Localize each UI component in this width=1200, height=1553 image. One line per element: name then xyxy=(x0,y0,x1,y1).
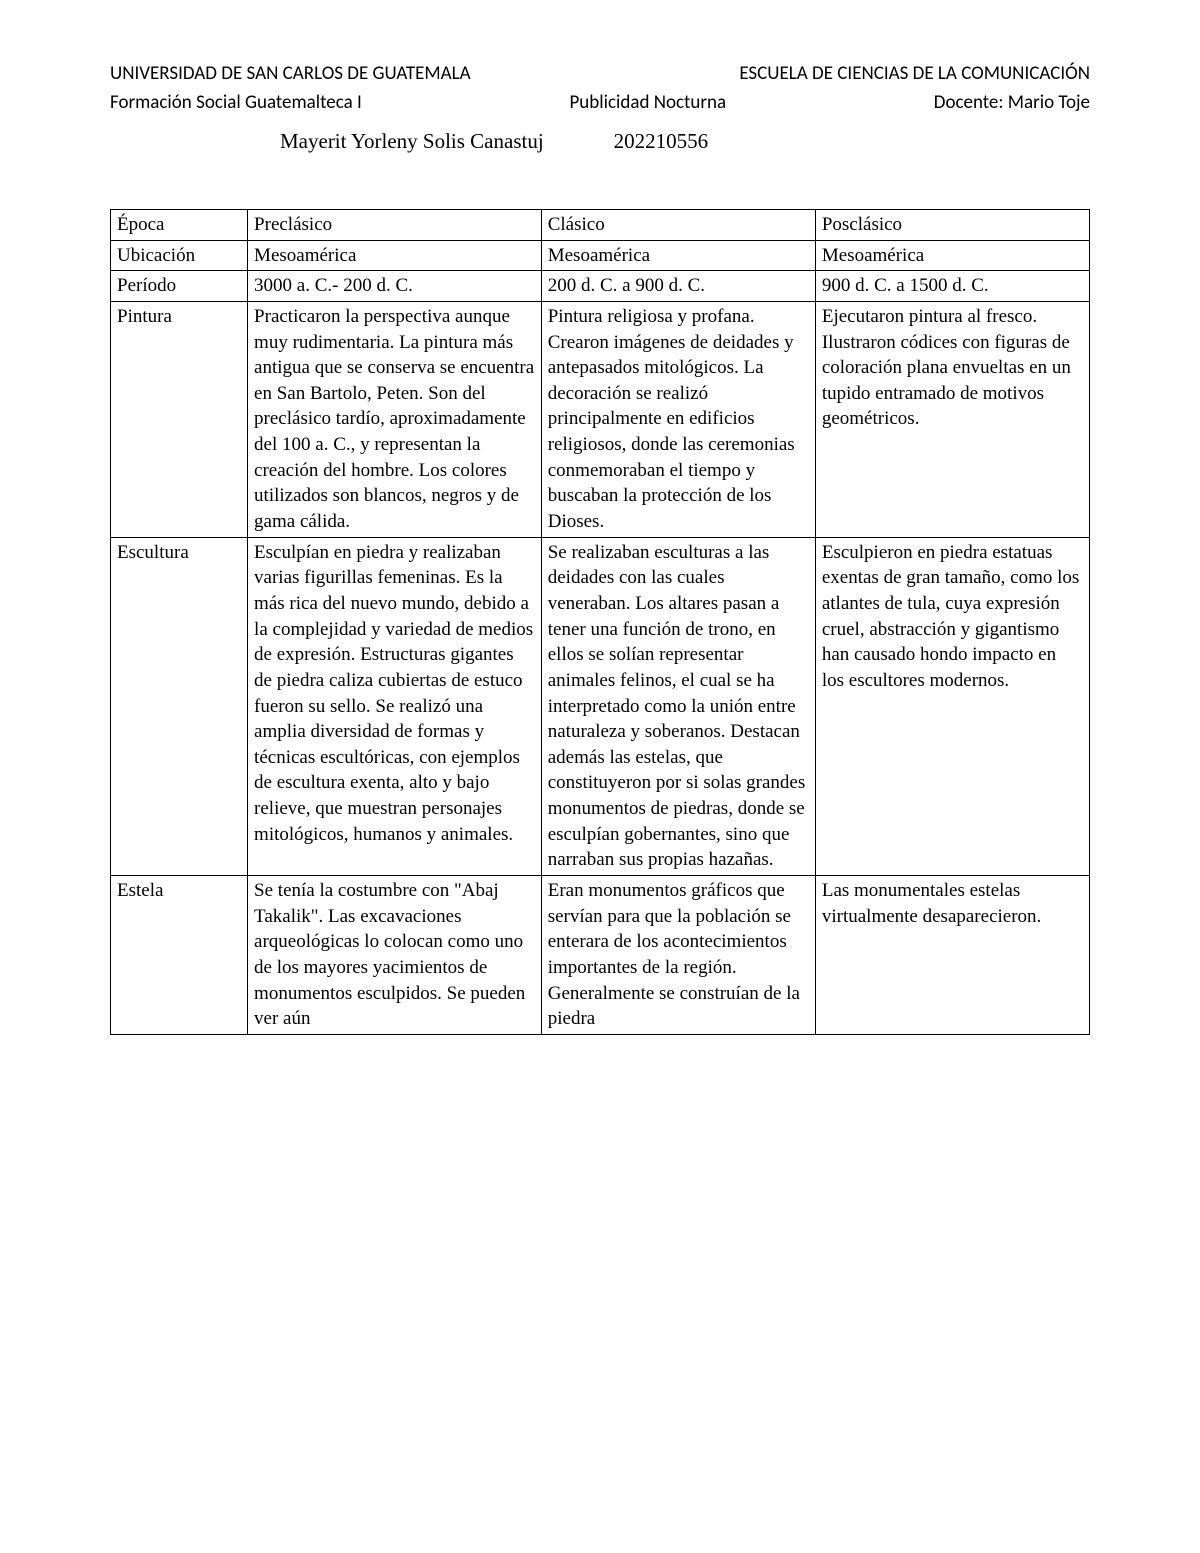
table-row: EstelaSe tenía la costumbre con "Abaj Ta… xyxy=(111,876,1090,1035)
cell-content: Practicaron la perspectiva aunque muy ru… xyxy=(248,301,542,537)
comparison-table: ÉpocaPreclásicoClásicoPosclásicoUbicació… xyxy=(110,209,1090,1035)
table-row: Período3000 a. C.- 200 d. C.200 d. C. a … xyxy=(111,271,1090,302)
cell-content: Pintura religiosa y profana. Crearon imá… xyxy=(541,301,815,537)
cell-content: Esculpieron en piedra estatuas exentas d… xyxy=(815,537,1089,875)
course-name: Formación Social Guatemalteca I xyxy=(110,89,362,118)
cell-content: 200 d. C. a 900 d. C. xyxy=(541,271,815,302)
cell-content: Posclásico xyxy=(815,210,1089,241)
table-row: ÉpocaPreclásicoClásicoPosclásico xyxy=(111,210,1090,241)
cell-content: Preclásico xyxy=(248,210,542,241)
cell-content: Eran monumentos gráficos que servían par… xyxy=(541,876,815,1035)
cell-content: Se realizaban esculturas a las deidades … xyxy=(541,537,815,875)
row-label: Ubicación xyxy=(111,240,248,271)
row-label: Escultura xyxy=(111,537,248,875)
cell-content: 900 d. C. a 1500 d. C. xyxy=(815,271,1089,302)
author-name: Mayerit Yorleny Solis Canastuj xyxy=(280,129,544,154)
row-label: Pintura xyxy=(111,301,248,537)
school-name: ESCUELA DE CIENCIAS DE LA COMUNICACIÓN xyxy=(739,60,1090,89)
header-row-1: UNIVERSIDAD DE SAN CARLOS DE GUATEMALA E… xyxy=(110,60,1090,89)
cell-content: Mesoamérica xyxy=(815,240,1089,271)
cell-content: Ejecutaron pintura al fresco. Ilustraron… xyxy=(815,301,1089,537)
author-line: Mayerit Yorleny Solis Canastuj 202210556 xyxy=(110,129,1090,154)
table-row: PinturaPracticaron la perspectiva aunque… xyxy=(111,301,1090,537)
table-row: UbicaciónMesoaméricaMesoaméricaMesoaméri… xyxy=(111,240,1090,271)
university-name: UNIVERSIDAD DE SAN CARLOS DE GUATEMALA xyxy=(110,60,471,89)
header-row-2: Formación Social Guatemalteca I Publicid… xyxy=(110,89,1090,118)
cell-content: Mesoamérica xyxy=(541,240,815,271)
row-label: Período xyxy=(111,271,248,302)
cell-content: Las monumentales estelas virtualmente de… xyxy=(815,876,1089,1035)
cell-content: Se tenía la costumbre con "Abaj Takalik"… xyxy=(248,876,542,1035)
section-name: Publicidad Nocturna xyxy=(362,89,934,118)
row-label: Época xyxy=(111,210,248,241)
cell-content: Clásico xyxy=(541,210,815,241)
cell-content: 3000 a. C.- 200 d. C. xyxy=(248,271,542,302)
table-row: EsculturaEsculpían en piedra y realizaba… xyxy=(111,537,1090,875)
cell-content: Esculpían en piedra y realizaban varias … xyxy=(248,537,542,875)
author-id: 202210556 xyxy=(614,129,709,154)
document-header: UNIVERSIDAD DE SAN CARLOS DE GUATEMALA E… xyxy=(110,60,1090,154)
cell-content: Mesoamérica xyxy=(248,240,542,271)
row-label: Estela xyxy=(111,876,248,1035)
teacher-name: Docente: Mario Toje xyxy=(934,89,1090,118)
